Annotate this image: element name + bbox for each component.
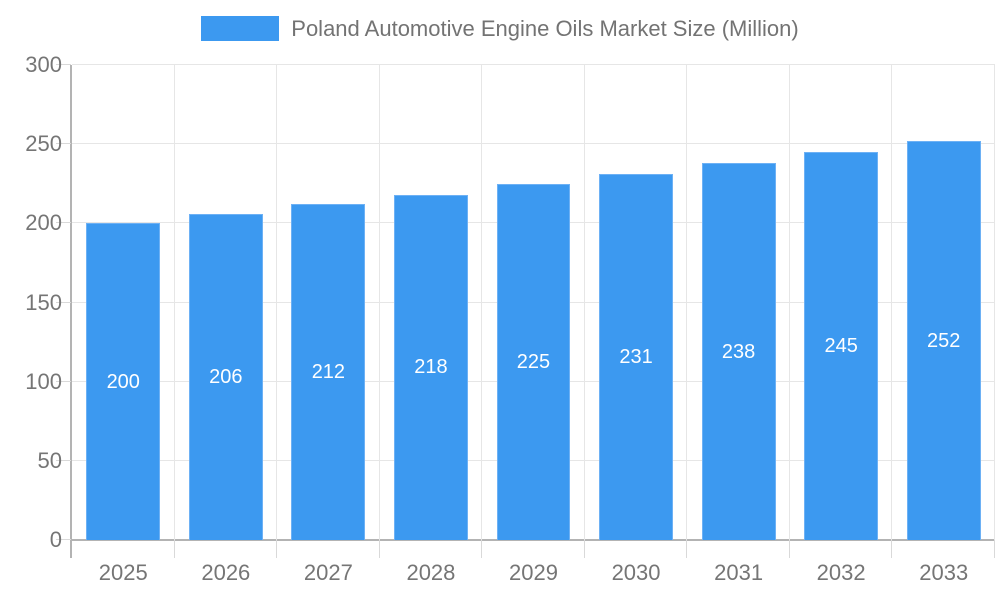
bar-2031[interactable]: 238 bbox=[701, 163, 776, 540]
plot-area: 200 206 212 218 225 231 238 245 252 bbox=[72, 64, 995, 540]
y-axis-tick-mark bbox=[56, 64, 71, 65]
bar-value-label: 225 bbox=[516, 350, 551, 373]
x-axis-tick-label: 2033 bbox=[919, 560, 969, 585]
x-axis-tick-mark bbox=[276, 540, 278, 558]
y-axis-tick-mark bbox=[56, 380, 71, 382]
gridline-vertical bbox=[686, 65, 688, 540]
y-axis-tick-label: 0 bbox=[49, 527, 62, 552]
bar-value-label: 218 bbox=[414, 356, 448, 379]
y-axis-tick-label: 150 bbox=[25, 289, 62, 315]
gridline-vertical bbox=[788, 65, 790, 540]
x-axis-tick-mark bbox=[173, 540, 175, 558]
legend-swatch-icon bbox=[201, 16, 280, 41]
gridline-vertical bbox=[378, 65, 380, 540]
x-axis-tick-label: 2032 bbox=[816, 560, 866, 585]
gridline-vertical bbox=[583, 65, 585, 540]
x-axis-tick-label: 2026 bbox=[201, 560, 251, 585]
x-axis-tick-label: 2025 bbox=[98, 560, 148, 585]
y-axis-tick-mark bbox=[56, 143, 71, 145]
y-axis-tick-label: 100 bbox=[25, 368, 62, 394]
legend-item[interactable]: Poland Automotive Engine Oils Market Siz… bbox=[201, 16, 799, 41]
x-axis-tick-label: 2031 bbox=[714, 560, 764, 585]
gridline-vertical bbox=[994, 65, 995, 540]
gridline-vertical bbox=[173, 65, 175, 540]
x-axis-tick-label: 2027 bbox=[303, 560, 353, 585]
y-axis-tick-label: 200 bbox=[25, 210, 62, 236]
x-axis-tick-mark bbox=[686, 540, 688, 558]
x-axis-tick-label: 2030 bbox=[611, 560, 661, 585]
gridline-vertical bbox=[891, 65, 893, 540]
bar-2028[interactable]: 218 bbox=[394, 194, 468, 540]
gridline-horizontal bbox=[72, 143, 995, 145]
x-axis-tick-mark bbox=[891, 540, 893, 558]
bar-2029[interactable]: 225 bbox=[496, 183, 571, 540]
x-axis-tick-mark bbox=[788, 540, 790, 558]
x-axis-line bbox=[72, 539, 995, 541]
gridline-vertical bbox=[481, 65, 483, 540]
bar-2027[interactable]: 212 bbox=[291, 204, 366, 540]
x-axis-tick-mark bbox=[378, 540, 380, 558]
bar-value-label: 231 bbox=[619, 346, 653, 369]
x-axis-tick-label: 2028 bbox=[406, 560, 456, 585]
legend-label: Poland Automotive Engine Oils Market Siz… bbox=[291, 16, 799, 41]
bar-2033[interactable]: 252 bbox=[906, 141, 981, 540]
y-axis-line bbox=[70, 65, 72, 558]
y-axis-tick-mark bbox=[56, 301, 71, 303]
y-axis-tick-label: 50 bbox=[37, 447, 62, 473]
y-axis-tick-label: 250 bbox=[25, 131, 62, 157]
bar-2025[interactable]: 200 bbox=[86, 223, 161, 540]
bar-value-label: 206 bbox=[209, 365, 243, 388]
bar-value-label: 252 bbox=[927, 329, 961, 352]
bar-2026[interactable]: 206 bbox=[188, 213, 263, 540]
y-axis-tick-mark bbox=[56, 222, 71, 224]
x-axis-tick-mark bbox=[994, 540, 995, 558]
bar-2030[interactable]: 231 bbox=[599, 174, 673, 540]
x-axis-tick-mark bbox=[583, 540, 585, 558]
bar-value-label: 212 bbox=[311, 361, 346, 384]
bar-value-label: 200 bbox=[106, 370, 140, 393]
legend: Poland Automotive Engine Oils Market Siz… bbox=[0, 16, 1000, 41]
x-axis-tick-mark bbox=[481, 540, 483, 558]
x-axis-tick-label: 2029 bbox=[509, 560, 558, 585]
gridline-vertical bbox=[276, 65, 278, 540]
y-axis-tick-mark bbox=[56, 539, 71, 540]
y-axis-tick-label: 300 bbox=[25, 52, 62, 77]
bar-value-label: 245 bbox=[824, 335, 858, 358]
bar-value-label: 238 bbox=[721, 340, 756, 363]
y-axis-tick-mark bbox=[56, 459, 71, 461]
gridline-horizontal bbox=[72, 64, 995, 65]
bar-2032[interactable]: 245 bbox=[804, 152, 879, 540]
